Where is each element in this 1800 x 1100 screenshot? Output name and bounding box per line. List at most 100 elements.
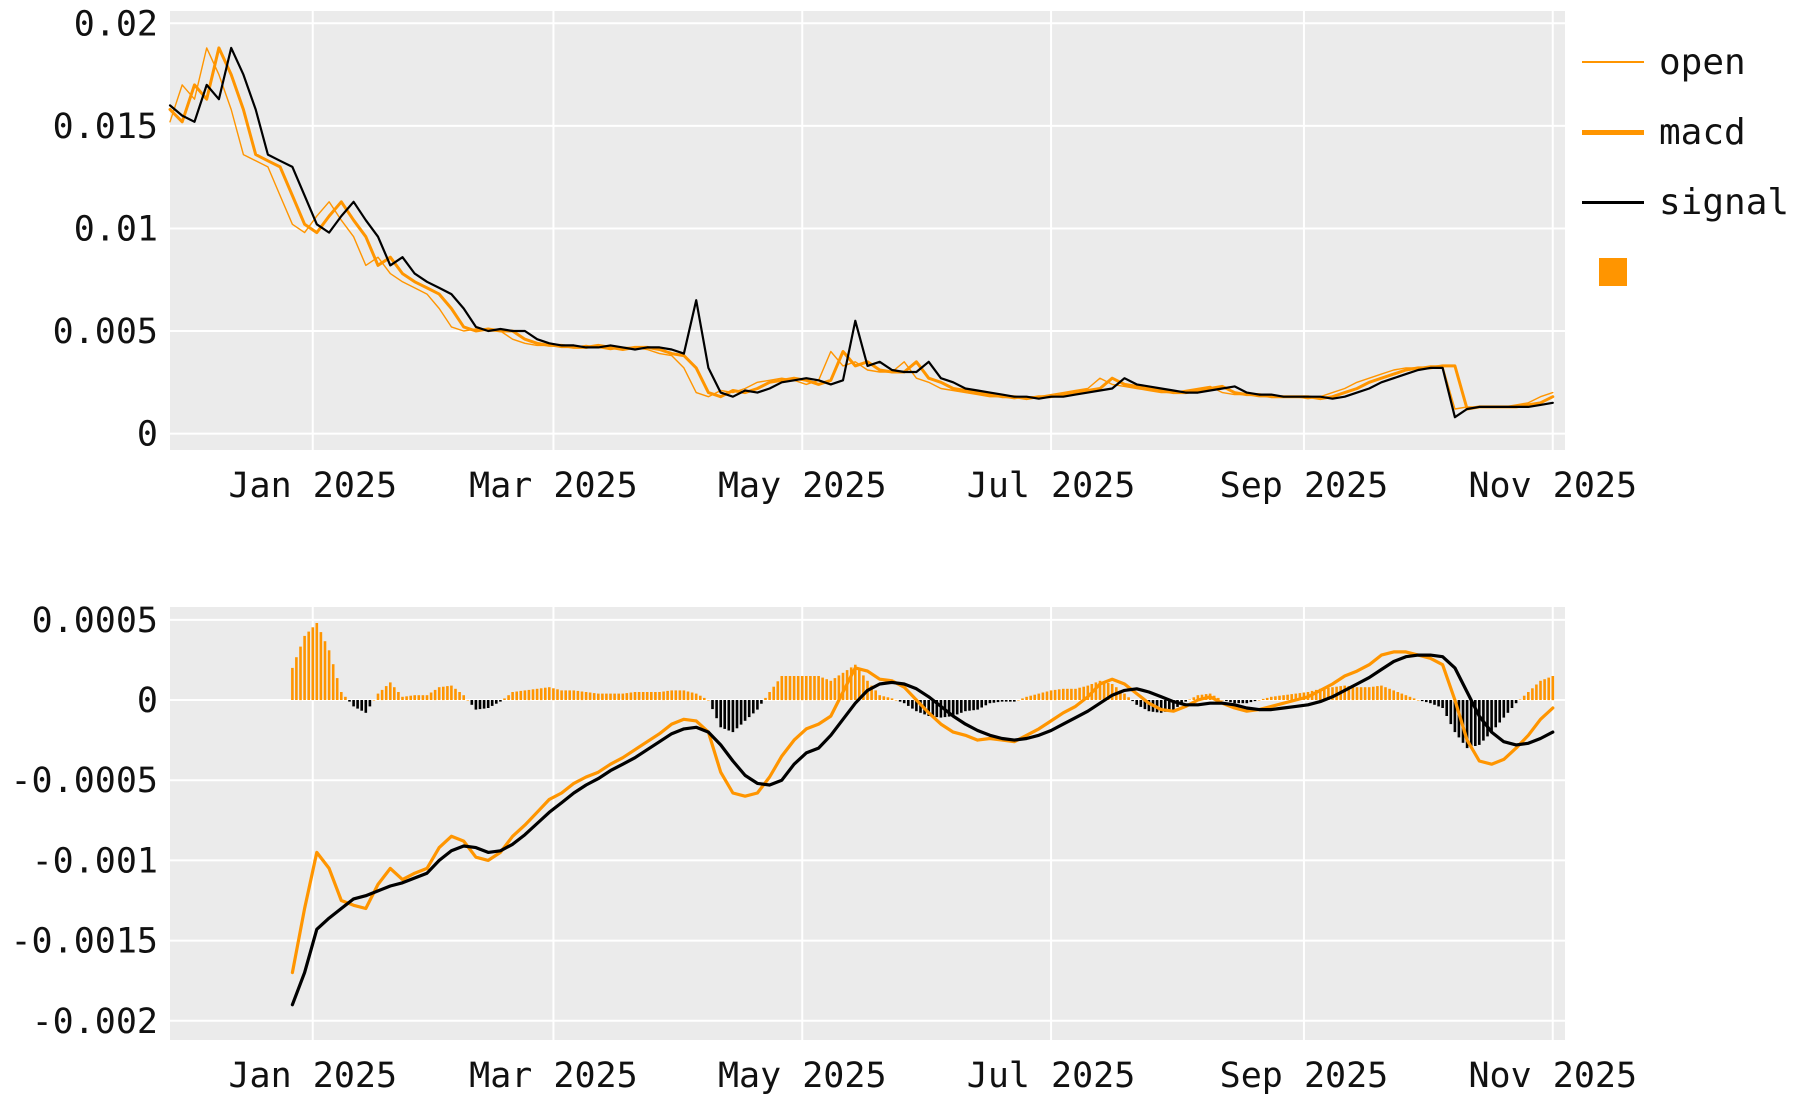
histogram-bar xyxy=(331,664,335,700)
legend-item-signal: signal xyxy=(1582,180,1789,224)
histogram-bar xyxy=(1531,688,1534,701)
macd-chart: 0.0005 0 -0.0005 -0.001 -0.0015 -0.002 Jan 202… xyxy=(10,601,1637,1096)
histogram-bar xyxy=(1547,677,1550,701)
histogram-bar xyxy=(539,688,543,701)
histogram-bar xyxy=(805,676,808,701)
histogram-bar xyxy=(1490,700,1493,733)
histogram-bar xyxy=(409,695,412,700)
histogram-bar xyxy=(829,680,833,700)
histogram-bar xyxy=(601,693,604,700)
histogram-bar xyxy=(1066,688,1069,700)
histogram-bar xyxy=(674,690,678,700)
histogram-bar xyxy=(1429,700,1432,704)
histogram-bar xyxy=(1070,688,1073,700)
histogram-bar xyxy=(1518,699,1522,700)
open-line-sample-icon xyxy=(1582,61,1644,63)
histogram-bar xyxy=(686,691,690,701)
histogram-bar xyxy=(1372,686,1375,701)
histogram-bar xyxy=(454,688,457,700)
histogram-bar xyxy=(735,700,739,729)
histogram-bar xyxy=(1522,695,1526,700)
histogram-bar xyxy=(1017,700,1020,701)
histogram-bar xyxy=(1053,689,1057,701)
histogram-bar xyxy=(417,695,421,700)
histogram-bar xyxy=(764,697,767,700)
histogram-bar xyxy=(560,690,563,700)
histogram-bar xyxy=(609,693,612,700)
histogram-bar xyxy=(1184,700,1187,702)
histogram-bar xyxy=(1265,697,1269,700)
histogram-bar xyxy=(1290,694,1293,700)
histogram-bar xyxy=(1074,688,1077,700)
histogram-bar xyxy=(323,641,327,700)
histogram-bar xyxy=(421,695,425,700)
x-tick-label: Nov 2025 xyxy=(1468,466,1637,506)
histogram-bar xyxy=(446,686,449,700)
histogram-bar xyxy=(495,700,498,704)
histogram-bar xyxy=(968,700,971,711)
histogram-bar xyxy=(788,676,792,701)
histogram-bar xyxy=(784,676,788,701)
histogram-bar xyxy=(1376,686,1379,700)
histogram-bar xyxy=(295,657,298,700)
histogram-bar xyxy=(694,693,698,700)
histogram-bar xyxy=(935,700,939,718)
x-tick-label: Mar 2025 xyxy=(469,466,638,506)
histogram-bar xyxy=(682,690,686,700)
histogram-bar xyxy=(1535,684,1538,700)
histogram-bar xyxy=(1249,700,1253,703)
histogram-bar xyxy=(1319,688,1322,700)
histogram-bar xyxy=(364,700,368,713)
histogram-bar xyxy=(939,700,943,718)
histogram-bar xyxy=(707,700,710,701)
histogram-bar xyxy=(474,700,478,710)
histogram-bar xyxy=(809,676,812,701)
x-tick-label: Sep 2025 xyxy=(1220,1056,1389,1096)
histogram-bar xyxy=(368,700,372,707)
histogram-bar xyxy=(980,700,983,708)
x-tick-label: Jul 2025 xyxy=(967,466,1136,506)
histogram-bar xyxy=(951,700,955,716)
series-signal-line xyxy=(168,46,1554,419)
histogram-bar xyxy=(1416,700,1420,701)
histogram-bar xyxy=(1278,695,1281,700)
histogram-bar xyxy=(1086,685,1090,700)
histogram-bar xyxy=(1123,693,1126,700)
histogram-bar xyxy=(1539,680,1542,700)
histogram-bar xyxy=(1049,690,1053,700)
histogram-bar xyxy=(344,696,347,700)
histogram-bar xyxy=(1551,676,1555,701)
histogram-bar xyxy=(311,627,315,700)
x-tick-label: Sep 2025 xyxy=(1220,466,1389,506)
histogram-bar xyxy=(821,677,824,701)
histogram-bar xyxy=(1241,700,1245,704)
legend-item-open: open xyxy=(1582,40,1789,84)
histogram-bar xyxy=(588,692,592,700)
histogram-bar xyxy=(1282,695,1285,700)
histogram-bar xyxy=(291,667,294,700)
histogram-bar xyxy=(1139,700,1143,707)
histogram-bar xyxy=(796,676,800,701)
histogram-bar xyxy=(703,697,706,700)
histogram-bar xyxy=(466,700,470,701)
histogram-bar xyxy=(972,700,975,711)
histogram-bar xyxy=(527,689,531,701)
histogram-bar xyxy=(654,692,657,700)
histogram-bar xyxy=(1143,700,1147,710)
histogram-bar xyxy=(1196,695,1200,700)
histogram-bar xyxy=(1494,700,1497,728)
histogram-bar xyxy=(511,692,514,700)
x-tick-label: Jan 2025 xyxy=(228,466,397,506)
histogram-bar xyxy=(584,692,588,700)
histogram-bar xyxy=(1261,698,1265,700)
histogram-bar xyxy=(1102,681,1106,700)
histogram-bar xyxy=(1420,700,1424,702)
histogram-bar xyxy=(678,690,682,700)
histogram-bar xyxy=(556,689,559,700)
histogram-bar xyxy=(1000,700,1004,702)
histogram-bar xyxy=(870,685,873,700)
histogram-bar xyxy=(984,700,988,706)
histogram-bar xyxy=(894,700,898,701)
histogram-bar xyxy=(992,700,996,703)
